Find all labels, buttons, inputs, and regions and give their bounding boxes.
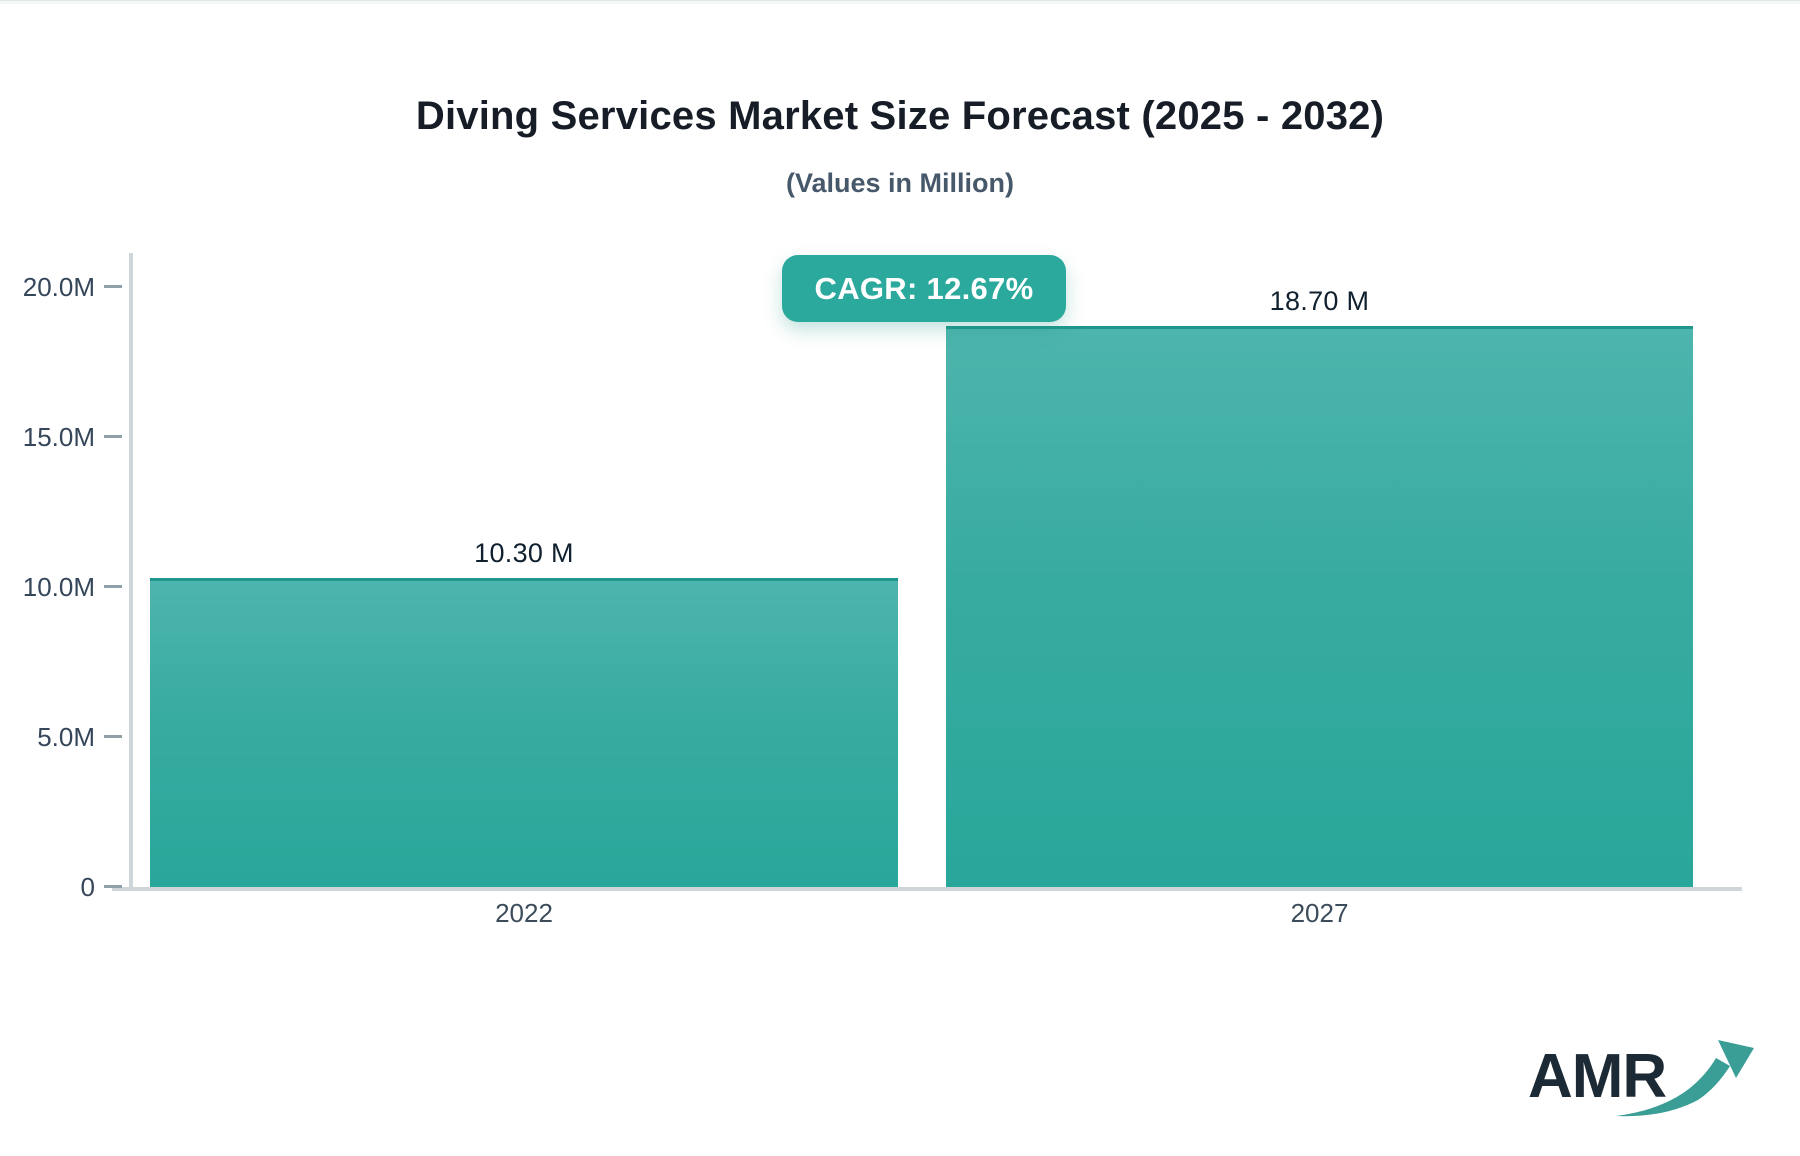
top-border-line	[0, 0, 1800, 4]
tick-mark	[104, 735, 122, 738]
tick-mark	[104, 285, 122, 288]
bar-2027[interactable]	[946, 326, 1693, 887]
y-tick-15m: 15.0M	[0, 422, 122, 452]
y-tick-10m: 10.0M	[0, 572, 122, 602]
y-tick-label: 0	[80, 872, 95, 902]
x-axis-label-2022: 2022	[495, 898, 553, 928]
y-tick-label: 15.0M	[22, 422, 95, 452]
y-tick-0: 0	[0, 872, 122, 902]
x-axis-label-2027: 2027	[1290, 898, 1349, 928]
y-tick-label: 5.0M	[37, 722, 95, 752]
y-tick-label: 10.0M	[22, 572, 95, 602]
chart-title: Diving Services Market Size Forecast (20…	[415, 94, 1385, 138]
amr-logo[interactable]: AMR	[1528, 1038, 1768, 1122]
y-tick-20m: 20.0M	[0, 272, 122, 302]
tick-mark	[104, 435, 122, 438]
tick-mark	[104, 885, 122, 888]
tick-mark	[104, 585, 122, 588]
growth-arrow-icon	[1616, 1040, 1754, 1117]
y-tick-label: 20.0M	[22, 272, 95, 302]
bar-2022[interactable]	[150, 578, 898, 887]
bar-value-label-2027: 18.70 M	[1269, 286, 1370, 316]
amr-logo-text: AMR	[1528, 1042, 1667, 1111]
bar-value-label-2022: 10.30 M	[474, 538, 574, 568]
cagr-badge: CAGR: 12.67%	[782, 255, 1066, 322]
y-tick-5m: 5.0M	[0, 722, 122, 752]
y-axis-line	[129, 253, 133, 891]
x-axis-line	[112, 887, 1742, 891]
cagr-badge-label: CAGR: 12.67%	[814, 270, 1034, 306]
chart-subtitle: (Values in Million)	[785, 168, 1015, 198]
